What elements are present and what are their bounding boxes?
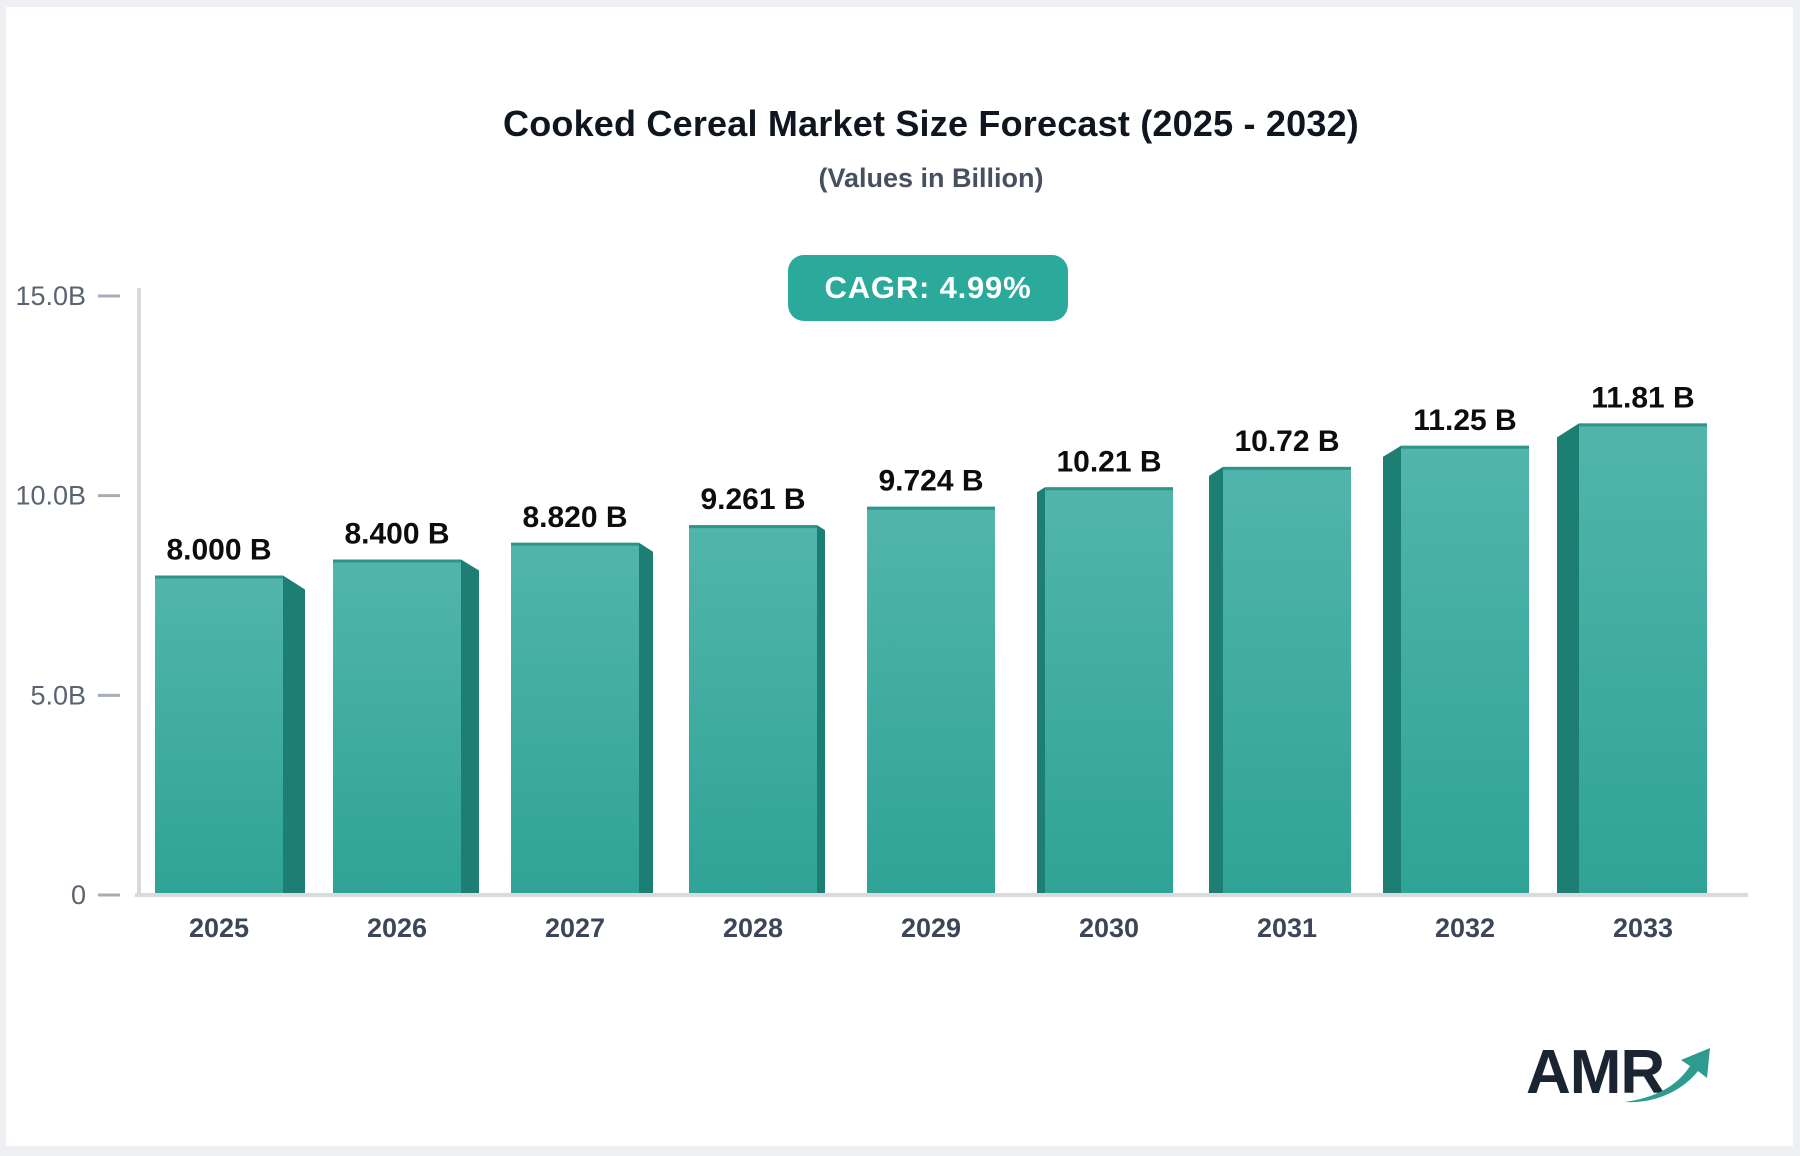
bar-side	[1383, 445, 1401, 895]
bar-value-label: 10.21 B	[1056, 445, 1161, 478]
bar-side	[1557, 423, 1579, 895]
x-axis-label: 2028	[723, 913, 783, 943]
bar-side	[1037, 487, 1045, 895]
bar-value-label: 9.261 B	[700, 483, 805, 516]
x-axis-label: 2033	[1613, 913, 1673, 943]
x-axis-label: 2032	[1435, 913, 1495, 943]
y-axis-label: 10.0B	[15, 481, 86, 511]
bar	[333, 559, 461, 895]
bar	[1401, 445, 1529, 895]
x-axis-label: 2025	[189, 913, 249, 943]
chart-card: Cooked Cereal Market Size Forecast (2025…	[6, 7, 1793, 1146]
amr-logo-arrow-icon	[1624, 1048, 1710, 1103]
bar	[1045, 487, 1173, 895]
y-axis-label: 15.0B	[15, 281, 86, 311]
x-axis-label: 2027	[545, 913, 605, 943]
bar	[1223, 466, 1351, 895]
chart-header: Cooked Cereal Market Size Forecast (2025…	[56, 7, 1800, 194]
bar-side	[639, 542, 653, 895]
x-axis-label: 2026	[367, 913, 427, 943]
bar-side	[461, 559, 479, 895]
bar-value-label: 9.724 B	[878, 465, 983, 498]
y-axis-label: 5.0B	[30, 680, 86, 710]
bar-value-label: 8.820 B	[522, 501, 627, 534]
bar-side	[817, 525, 825, 895]
cagr-badge: CAGR: 4.99%	[788, 255, 1068, 321]
bar-chart: 0 5.0B 10.0B 15.0B 8.000 B 2025 8.400 B 2026 8.8…	[15, 281, 1748, 943]
x-axis-label: 2029	[901, 913, 961, 943]
chart-subtitle: (Values in Billion)	[818, 163, 1044, 193]
amr-logo-text: AMR	[1526, 1038, 1665, 1107]
amr-logo: AMR	[1526, 1037, 1746, 1127]
y-axis-label: 0	[71, 880, 86, 910]
bar-value-label: 11.81 B	[1591, 381, 1694, 414]
x-axis-label: 2031	[1257, 913, 1317, 943]
chart-title: Cooked Cereal Market Size Forecast (2025…	[503, 103, 1359, 144]
x-axis-label: 2030	[1079, 913, 1139, 943]
bar	[155, 575, 283, 895]
bar-side	[1209, 466, 1223, 895]
bar-value-label: 8.400 B	[344, 518, 449, 551]
bar-side	[283, 575, 305, 895]
bar	[867, 506, 995, 895]
bar	[1579, 423, 1707, 895]
bar-value-label: 11.25 B	[1413, 404, 1516, 437]
bar-value-label: 10.72 B	[1234, 425, 1339, 458]
bar-value-label: 8.000 B	[166, 534, 271, 567]
bar	[689, 525, 817, 895]
bar	[511, 542, 639, 895]
